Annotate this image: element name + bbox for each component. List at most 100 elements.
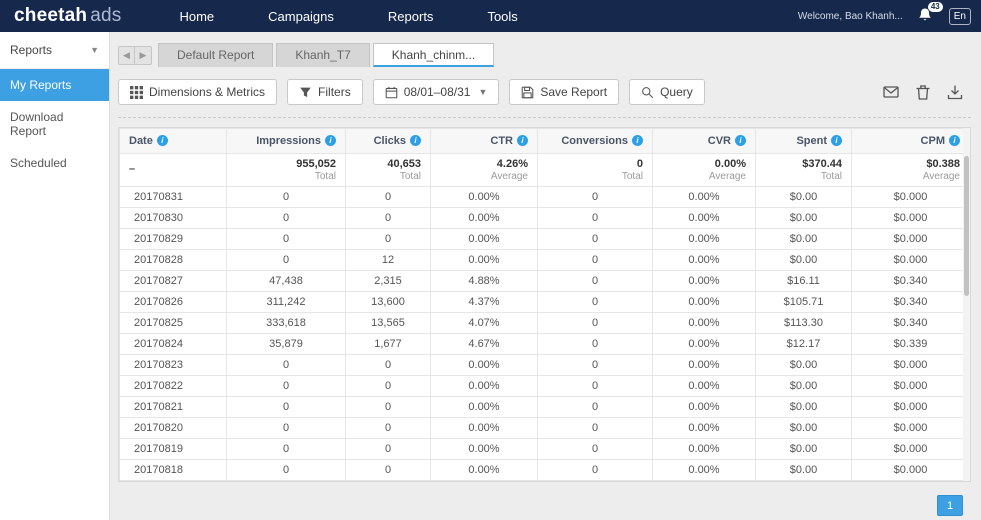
sidebar-item-my-reports[interactable]: My Reports — [0, 69, 109, 101]
summary-cell: $0.388 Average — [851, 153, 970, 187]
info-icon[interactable]: i — [735, 135, 746, 146]
report-table-container: Date i Impressions i Clicks i CTR i Conversions i… — [118, 127, 971, 482]
table-row[interactable]: 20170825 333,618 13,565 4.07% 0 0.00% $113.30 $… — [119, 312, 970, 334]
column-label: Conversions — [561, 135, 628, 147]
table-row[interactable]: 20170821 0 0 0.00% 0 0.00% $0.00 $0.000 — [119, 396, 970, 418]
summary-sublabel: Total — [314, 171, 336, 182]
info-icon[interactable]: i — [517, 135, 528, 146]
filters-button[interactable]: Filters — [287, 79, 363, 105]
cell-value: $0.000 — [851, 375, 970, 397]
cell-value: 0 — [226, 375, 346, 397]
table-row[interactable]: 20170818 0 0 0.00% 0 0.00% $0.00 $0.000 — [119, 459, 970, 481]
info-icon[interactable]: i — [831, 135, 842, 146]
column-header-clicks[interactable]: Clicks i — [345, 128, 431, 154]
mail-report-button[interactable] — [883, 84, 899, 100]
summary-sublabel: Average — [922, 171, 960, 182]
summary-cell: 4.26% Average — [430, 153, 538, 187]
column-header-ctr[interactable]: CTR i — [430, 128, 538, 154]
info-icon[interactable]: i — [325, 135, 336, 146]
info-icon[interactable]: i — [632, 135, 643, 146]
date-range-button[interactable]: 08/01–08/31 ▼ — [372, 79, 500, 105]
cell-value: 1,677 — [345, 333, 431, 355]
table-scrollbar[interactable] — [963, 128, 970, 481]
column-header-impressions[interactable]: Impressions i — [226, 128, 346, 154]
download-icon — [947, 85, 963, 100]
topbar: cheetah ads Home Campaigns Reports Tools Wel… — [0, 0, 981, 32]
cell-date: 20170830 — [119, 207, 227, 229]
table-row[interactable]: 20170823 0 0 0.00% 0 0.00% $0.00 $0.000 — [119, 354, 970, 376]
sidebar-section-reports[interactable]: Reports ▼ — [0, 32, 109, 69]
info-icon[interactable]: i — [949, 135, 960, 146]
column-header-date[interactable]: Date i — [119, 128, 227, 154]
cell-value: $0.340 — [851, 291, 970, 313]
scrollbar-thumb[interactable] — [964, 156, 969, 296]
cell-value: 0.00% — [430, 396, 538, 418]
chevron-down-icon: ▼ — [478, 87, 488, 97]
table-row[interactable]: 20170831 0 0 0.00% 0 0.00% $0.00 $0.000 — [119, 186, 970, 208]
page-button-1[interactable]: 1 — [937, 495, 963, 516]
info-icon[interactable]: i — [410, 135, 421, 146]
column-label: CTR — [490, 135, 513, 147]
tab-scroll-left-icon[interactable]: ◀ — [119, 47, 135, 64]
cell-value: 0 — [537, 354, 653, 376]
tab-khanh-t7[interactable]: Khanh_T7 — [276, 43, 370, 67]
dimensions-metrics-button[interactable]: Dimensions & Metrics — [118, 79, 278, 105]
table-row[interactable]: 20170822 0 0 0.00% 0 0.00% $0.00 $0.000 — [119, 375, 970, 397]
sidebar-section-label: Reports — [10, 43, 53, 57]
separator — [118, 117, 971, 118]
table-row[interactable]: 20170828 0 12 0.00% 0 0.00% $0.00 $0.000 — [119, 249, 970, 271]
sidebar-item-download-report[interactable]: Download Report — [10, 110, 64, 138]
cell-value: $0.000 — [851, 396, 970, 418]
cell-value: $0.000 — [851, 354, 970, 376]
language-button[interactable]: En — [948, 7, 971, 25]
summary-sublabel: Total — [399, 171, 421, 182]
query-button[interactable]: Query — [629, 79, 705, 105]
cell-value: 4.67% — [430, 333, 538, 355]
summary-sublabel: Average — [490, 171, 528, 182]
cell-value: 0.00% — [652, 459, 756, 481]
table-row[interactable]: 20170826 311,242 13,600 4.37% 0 0.00% $105.71 $… — [119, 291, 970, 313]
table-row[interactable]: 20170824 35,879 1,677 4.67% 0 0.00% $12.17 $0.3… — [119, 333, 970, 355]
filters-label: Filters — [318, 85, 351, 99]
nav-item-home[interactable]: Home — [179, 8, 215, 24]
cell-value: 0 — [537, 375, 653, 397]
cell-date: 20170819 — [119, 438, 227, 460]
save-report-button[interactable]: Save Report — [509, 79, 620, 105]
cell-value: 0 — [226, 417, 346, 439]
summary-value: 0 — [636, 158, 643, 170]
tab-khanh-chinm[interactable]: Khanh_chinm... — [372, 43, 495, 67]
cell-value: 0 — [537, 333, 653, 355]
nav-item-campaigns[interactable]: Campaigns — [268, 8, 334, 24]
table-row[interactable]: 20170820 0 0 0.00% 0 0.00% $0.00 $0.000 — [119, 417, 970, 439]
cell-value: 0 — [345, 354, 431, 376]
column-header-cvr[interactable]: CVR i — [652, 128, 756, 154]
topbar-right: Welcome, Bao Khanh... 43 En — [798, 2, 971, 25]
cell-date: 20170831 — [119, 186, 227, 208]
nav-item-tools[interactable]: Tools — [487, 8, 518, 24]
username-link[interactable]: Bao Khanh... — [844, 10, 903, 22]
table-row[interactable]: 20170830 0 0 0.00% 0 0.00% $0.00 $0.000 — [119, 207, 970, 229]
cell-value: 4.88% — [430, 270, 538, 292]
column-header-spent[interactable]: Spent i — [755, 128, 852, 154]
download-report-button[interactable] — [947, 84, 963, 100]
tab-scroll-right-icon[interactable]: ▶ — [139, 50, 147, 60]
column-header-cpm[interactable]: CPM i — [851, 128, 970, 154]
app-logo[interactable]: cheetah ads — [14, 5, 121, 27]
notifications-button[interactable]: 43 — [917, 2, 943, 25]
column-header-conversions[interactable]: Conversions i — [537, 128, 653, 154]
nav-item-reports[interactable]: Reports — [387, 8, 434, 24]
query-label: Query — [660, 85, 693, 99]
delete-report-button[interactable] — [915, 84, 931, 100]
info-icon[interactable]: i — [156, 135, 168, 146]
sidebar-item-scheduled[interactable]: Scheduled — [10, 156, 67, 170]
tab-bar-tabs: Default Report Khanh_T7 Khanh_chinm... — [158, 43, 497, 67]
cell-value: 0 — [345, 438, 431, 460]
cell-value: 0.00% — [430, 249, 538, 271]
cell-value: 0.00% — [430, 438, 538, 460]
table-row[interactable]: 20170827 47,438 2,315 4.88% 0 0.00% $16.11 $0.3… — [119, 270, 970, 292]
tab-default-report[interactable]: Default Report — [158, 43, 274, 67]
table-row[interactable]: 20170819 0 0 0.00% 0 0.00% $0.00 $0.000 — [119, 438, 970, 460]
table-row[interactable]: 20170829 0 0 0.00% 0 0.00% $0.00 $0.000 — [119, 228, 970, 250]
cell-value: 0.00% — [652, 228, 756, 250]
cell-value: 4.37% — [430, 291, 538, 313]
